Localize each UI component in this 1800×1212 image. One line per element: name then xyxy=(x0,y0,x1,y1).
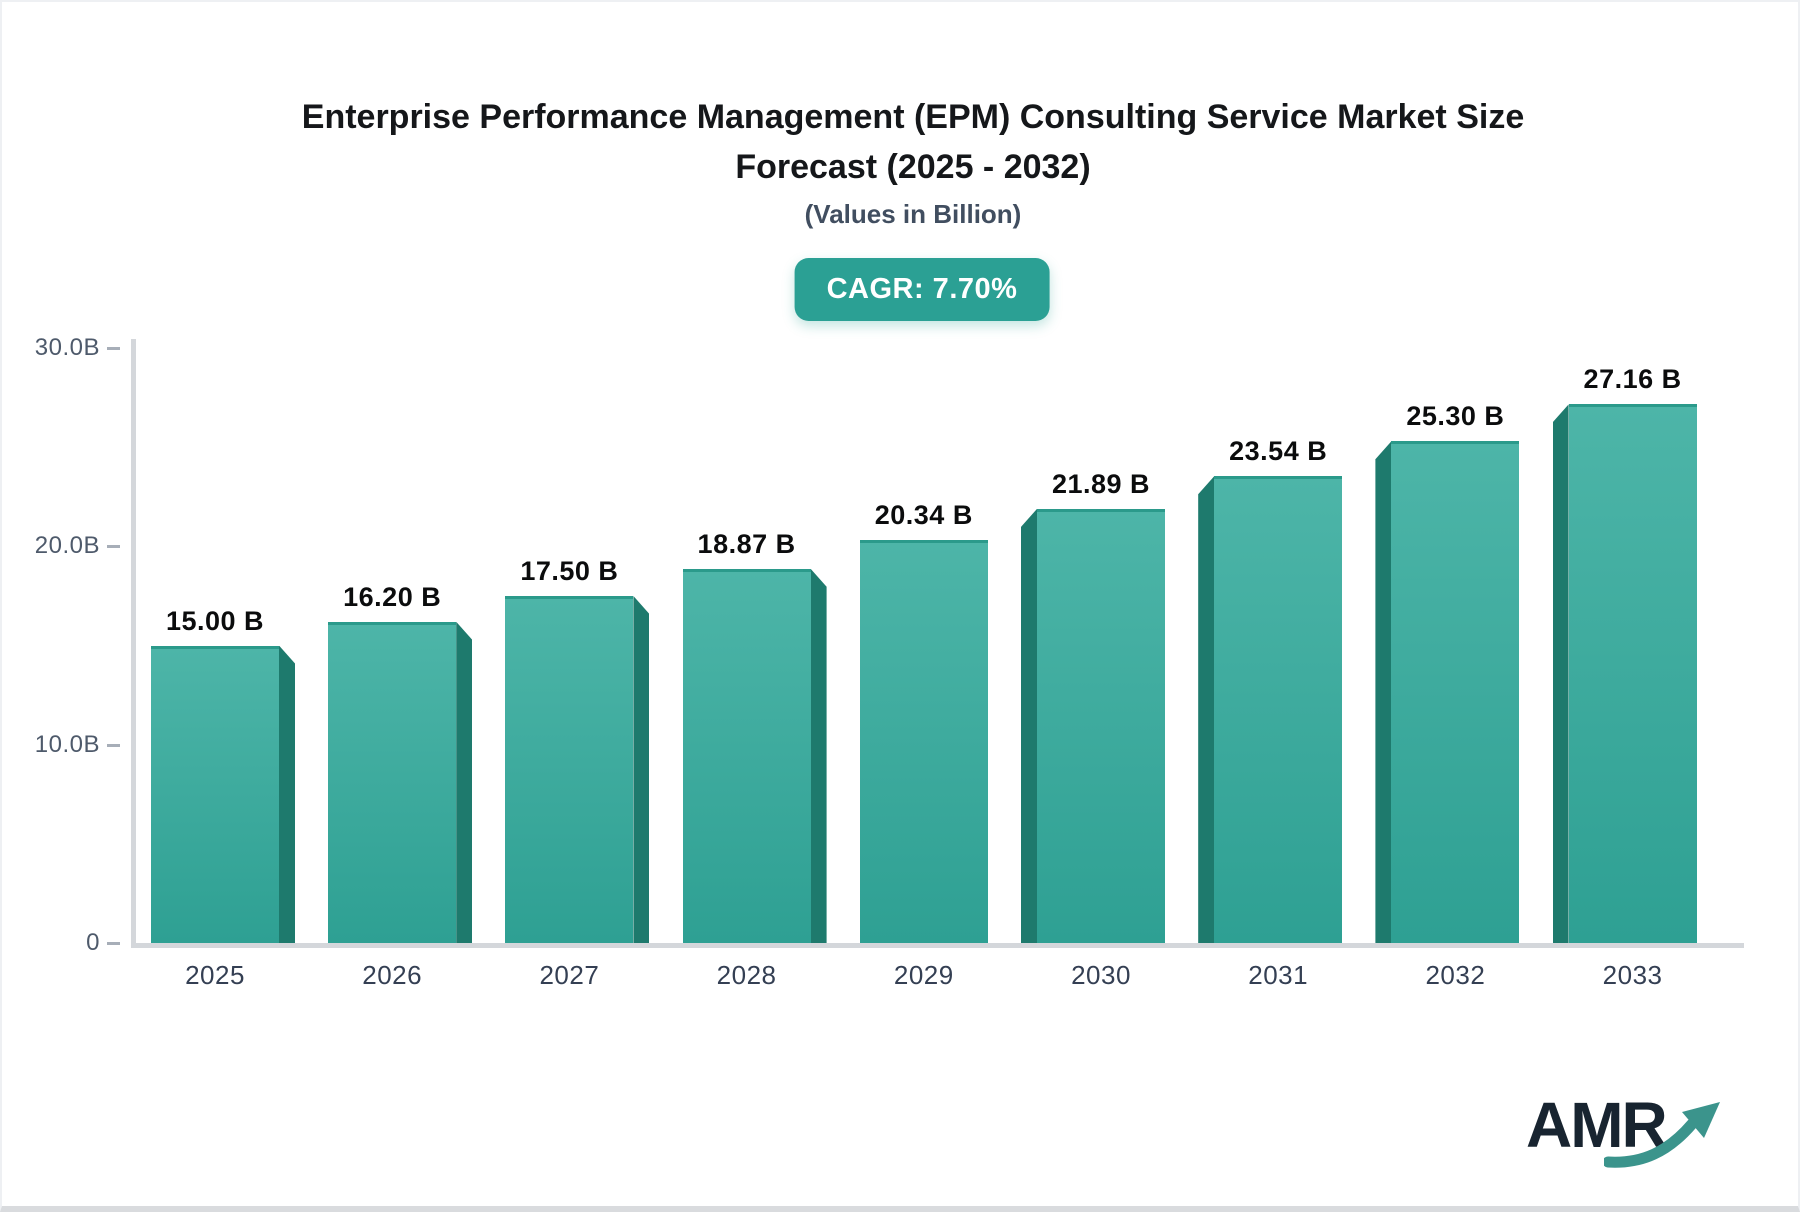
x-tick-label-2031: 2031 xyxy=(1248,960,1309,990)
growth-arrow-icon xyxy=(1604,1102,1720,1168)
cagr-badge: CAGR: 7.70% xyxy=(794,258,1050,321)
x-tick-label-2029: 2029 xyxy=(893,960,954,990)
y-tick-label-10.0B: 10.0B xyxy=(34,730,100,758)
bar-side-panel-2031 xyxy=(1198,476,1215,943)
y-axis-line xyxy=(131,339,136,948)
bar-2028 xyxy=(682,568,811,943)
bar-value-label-2028: 18.87 B xyxy=(697,528,796,559)
x-tick-label-2026: 2026 xyxy=(362,960,423,990)
bar-side-panel-2027 xyxy=(633,595,650,943)
bar-value-label-2032: 25.30 B xyxy=(1406,401,1505,432)
bar-side-panel-2025 xyxy=(279,645,295,943)
bar-2031 xyxy=(1214,476,1343,943)
bar-value-label-2029: 20.34 B xyxy=(874,499,973,530)
bar-side-panel-2030 xyxy=(1021,508,1037,943)
chart-title: Enterprise Performance Management (EPM) … xyxy=(2,92,1798,192)
bar-value-label-2033: 27.16 B xyxy=(1583,364,1682,395)
bar-side-panel-2028 xyxy=(810,568,827,943)
bar-side-panel-2032 xyxy=(1375,441,1392,943)
x-tick-label-2032: 2032 xyxy=(1425,960,1486,990)
y-tick-mark xyxy=(107,743,120,747)
y-tick-label-0: 0 xyxy=(86,929,100,956)
bar-2026 xyxy=(328,621,457,943)
x-tick-label-2028: 2028 xyxy=(716,960,777,990)
bar-value-label-2030: 21.89 B xyxy=(1051,468,1151,499)
x-axis-line xyxy=(131,943,1744,948)
y-tick-label-30.0B: 30.0B xyxy=(34,334,100,362)
chart-title-line2: Forecast (2025 - 2032) xyxy=(735,148,1091,186)
bar-side-panel-2026 xyxy=(456,621,473,943)
bar-side-panel-2033 xyxy=(1552,404,1569,943)
bar-2027 xyxy=(505,595,634,943)
x-tick-label-2027: 2027 xyxy=(539,960,600,990)
bar-2029 xyxy=(859,539,988,943)
bar-2030 xyxy=(1037,508,1165,943)
y-tick-label-20.0B: 20.0B xyxy=(34,532,100,560)
amr-logo: AMR xyxy=(1526,1088,1726,1168)
bar-value-label-2027: 17.50 B xyxy=(520,555,619,586)
bar-value-label-2026: 16.20 B xyxy=(343,581,442,612)
chart-title-line1: Enterprise Performance Management (EPM) … xyxy=(301,98,1525,136)
bar-value-label-2031: 23.54 B xyxy=(1229,436,1328,467)
y-tick-mark xyxy=(107,347,120,351)
x-tick-label-2025: 2025 xyxy=(185,960,245,990)
bar-2025 xyxy=(151,645,279,943)
bar-2033 xyxy=(1568,404,1697,943)
y-tick-mark xyxy=(107,942,120,945)
bar-value-label-2025: 15.00 B xyxy=(165,605,265,636)
amr-logo-text: AMR xyxy=(1526,1089,1668,1161)
y-tick-mark xyxy=(107,545,120,549)
chart-subtitle: (Values in Billion) xyxy=(804,199,1022,229)
x-tick-label-2033: 2033 xyxy=(1602,960,1663,990)
x-tick-label-2030: 2030 xyxy=(1071,960,1131,990)
bar-2032 xyxy=(1391,441,1520,943)
